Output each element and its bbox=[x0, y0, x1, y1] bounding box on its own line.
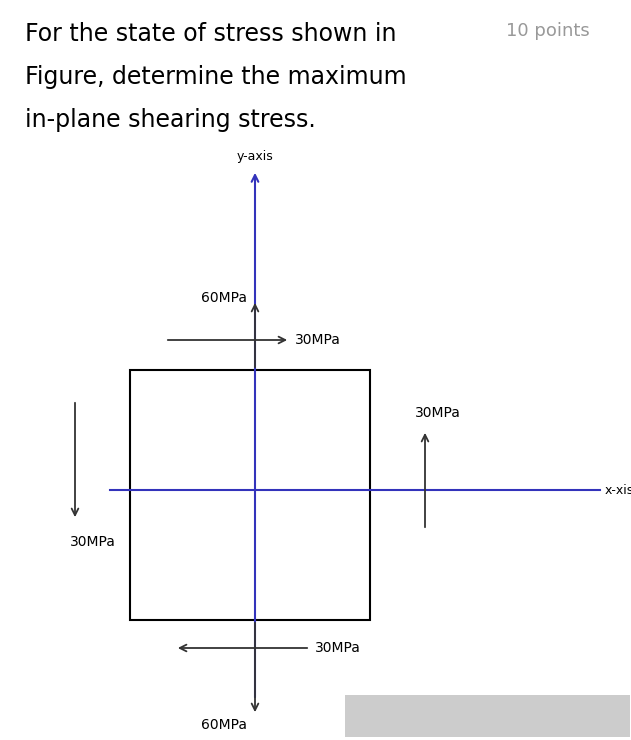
Text: 60MPa: 60MPa bbox=[201, 718, 247, 732]
Text: Press ESC or ENTER to exit, or r: Press ESC or ENTER to exit, or r bbox=[350, 700, 538, 710]
Text: Figure, determine the maximum: Figure, determine the maximum bbox=[25, 65, 406, 89]
Text: 30MPa: 30MPa bbox=[295, 333, 341, 347]
Text: 10 points: 10 points bbox=[506, 22, 590, 40]
Text: For the state of stress shown in: For the state of stress shown in bbox=[25, 22, 396, 46]
Bar bbox=[345, 695, 630, 737]
Text: y-axis: y-axis bbox=[237, 150, 273, 163]
Text: 60MPa: 60MPa bbox=[201, 291, 247, 305]
Text: 30MPa: 30MPa bbox=[315, 641, 361, 655]
Text: in-plane shearing stress.: in-plane shearing stress. bbox=[25, 108, 316, 132]
Bar bbox=[130, 370, 370, 620]
Text: x-xis: x-xis bbox=[605, 483, 631, 497]
Text: 30MPa: 30MPa bbox=[70, 535, 116, 549]
Text: 30MPa: 30MPa bbox=[415, 406, 461, 420]
Text: display shortcut menu.: display shortcut menu. bbox=[350, 718, 480, 728]
